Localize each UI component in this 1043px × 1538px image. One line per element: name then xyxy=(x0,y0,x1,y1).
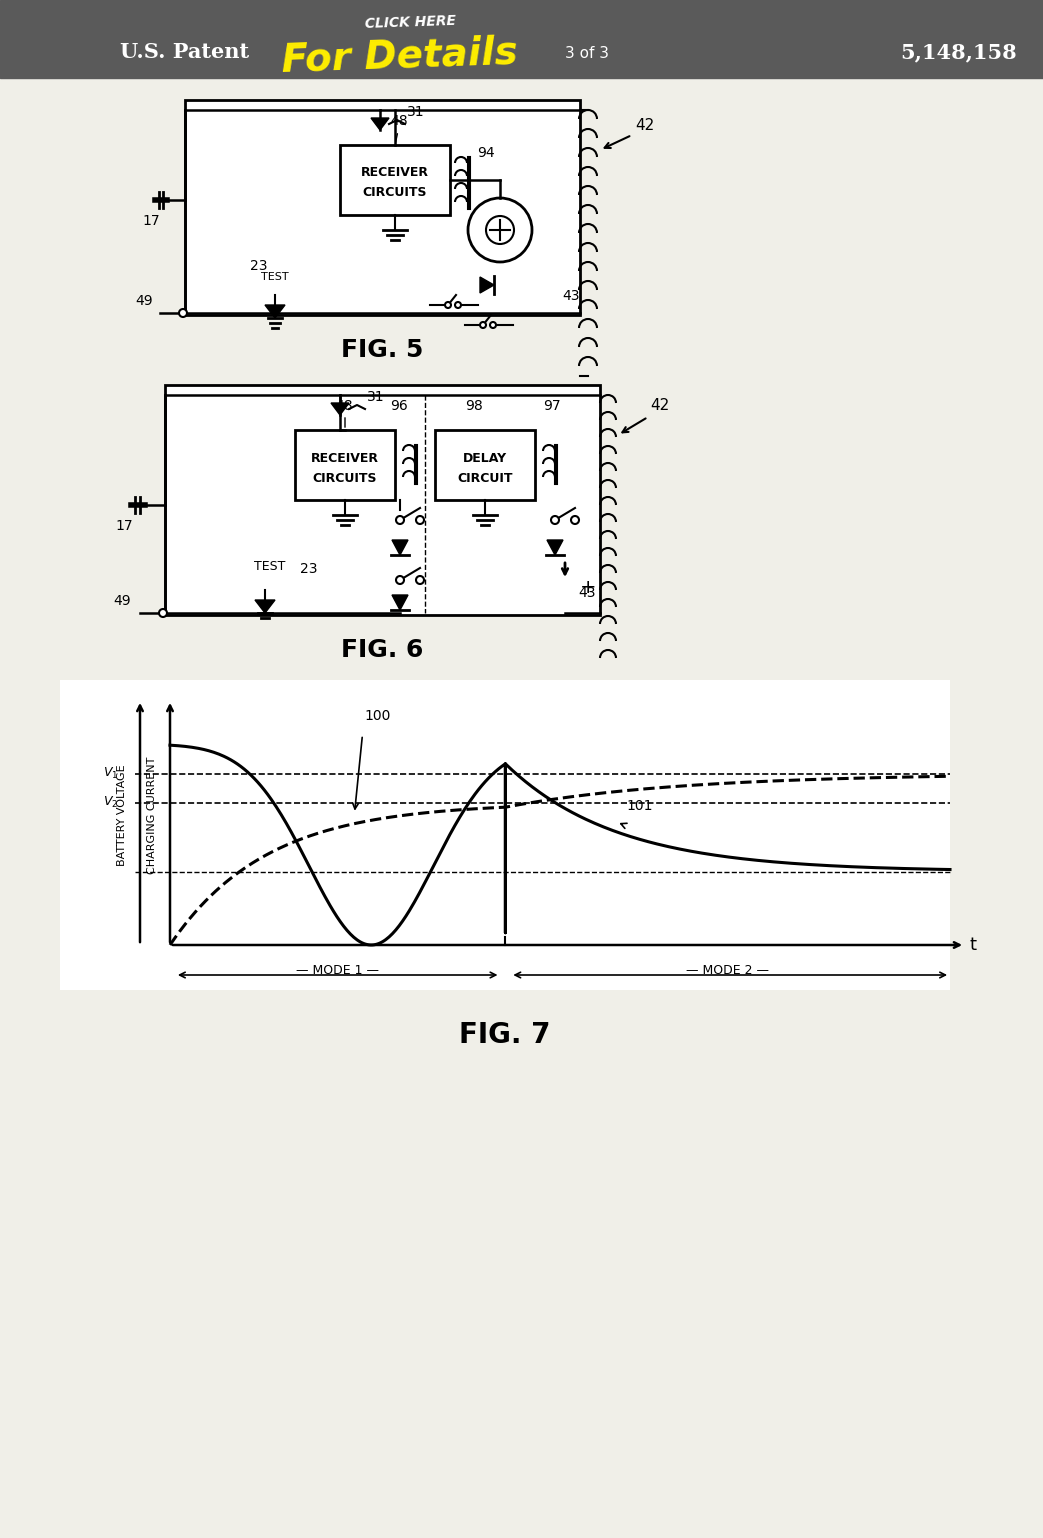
Text: 97: 97 xyxy=(543,398,561,414)
Circle shape xyxy=(445,301,451,308)
Text: RECEIVER: RECEIVER xyxy=(361,166,429,180)
Circle shape xyxy=(455,301,461,308)
Circle shape xyxy=(480,321,486,328)
Circle shape xyxy=(179,309,187,317)
Circle shape xyxy=(396,517,404,524)
Polygon shape xyxy=(392,540,408,555)
Text: 3 of 3: 3 of 3 xyxy=(565,46,609,62)
Polygon shape xyxy=(392,595,408,611)
Text: 23: 23 xyxy=(300,561,317,577)
Text: $V_1$: $V_1$ xyxy=(102,766,118,781)
Text: 43: 43 xyxy=(562,289,580,303)
Text: 94: 94 xyxy=(477,146,494,160)
Text: DELAY: DELAY xyxy=(463,452,507,464)
Text: 42: 42 xyxy=(650,398,670,414)
Text: 98: 98 xyxy=(465,398,483,414)
Text: BATTERY VOLTAGE: BATTERY VOLTAGE xyxy=(117,764,127,866)
Text: 31: 31 xyxy=(367,391,385,404)
Text: $V_2$: $V_2$ xyxy=(103,795,118,811)
Text: 49: 49 xyxy=(135,294,152,308)
Text: CIRCUITS: CIRCUITS xyxy=(363,186,428,200)
Circle shape xyxy=(551,517,559,524)
Text: 48: 48 xyxy=(390,114,408,128)
Polygon shape xyxy=(480,277,494,294)
Polygon shape xyxy=(371,118,389,131)
Bar xyxy=(435,431,535,500)
Text: CLICK HERE: CLICK HERE xyxy=(364,14,456,31)
Text: CHARGING CURRENT: CHARGING CURRENT xyxy=(147,757,157,874)
Circle shape xyxy=(396,577,404,584)
Circle shape xyxy=(486,215,514,245)
Text: 17: 17 xyxy=(142,214,160,228)
Polygon shape xyxy=(547,540,563,555)
Circle shape xyxy=(416,517,425,524)
Circle shape xyxy=(159,609,167,617)
Text: 5,148,158: 5,148,158 xyxy=(900,42,1017,62)
Text: U.S. Patent: U.S. Patent xyxy=(120,42,249,62)
Circle shape xyxy=(571,517,579,524)
Text: 23: 23 xyxy=(250,258,267,274)
Text: — MODE 2 —: — MODE 2 — xyxy=(686,964,769,977)
Polygon shape xyxy=(331,403,349,415)
Polygon shape xyxy=(254,600,275,614)
Text: CIRCUITS: CIRCUITS xyxy=(313,472,378,484)
Text: 17: 17 xyxy=(115,518,132,534)
Circle shape xyxy=(468,198,532,261)
Text: 101: 101 xyxy=(627,800,653,814)
Text: For Details: For Details xyxy=(282,32,518,78)
Text: CIRCUIT: CIRCUIT xyxy=(457,472,513,484)
Text: 100: 100 xyxy=(364,709,391,723)
Text: +: + xyxy=(580,578,597,597)
Text: TEST: TEST xyxy=(254,560,286,574)
Text: 43: 43 xyxy=(578,586,596,600)
Text: FIG. 5: FIG. 5 xyxy=(341,338,423,361)
Text: 49: 49 xyxy=(113,594,130,608)
Circle shape xyxy=(416,577,425,584)
Text: FIG. 6: FIG. 6 xyxy=(341,638,423,661)
Text: 31: 31 xyxy=(407,105,425,118)
Text: 42: 42 xyxy=(635,118,654,132)
Bar xyxy=(340,145,450,215)
Bar xyxy=(185,100,580,315)
Text: FIG. 7: FIG. 7 xyxy=(459,1021,551,1049)
Circle shape xyxy=(490,321,496,328)
Text: — MODE 1 —: — MODE 1 — xyxy=(296,964,380,977)
Text: 96: 96 xyxy=(390,398,408,414)
Bar xyxy=(165,384,600,615)
Text: t: t xyxy=(970,937,977,954)
Text: RECEIVER: RECEIVER xyxy=(311,452,379,464)
Text: TEST: TEST xyxy=(261,272,289,281)
Bar xyxy=(295,431,395,500)
Polygon shape xyxy=(265,305,285,318)
Bar xyxy=(0,0,1043,78)
Bar xyxy=(60,680,950,990)
Text: 48: 48 xyxy=(335,398,353,414)
